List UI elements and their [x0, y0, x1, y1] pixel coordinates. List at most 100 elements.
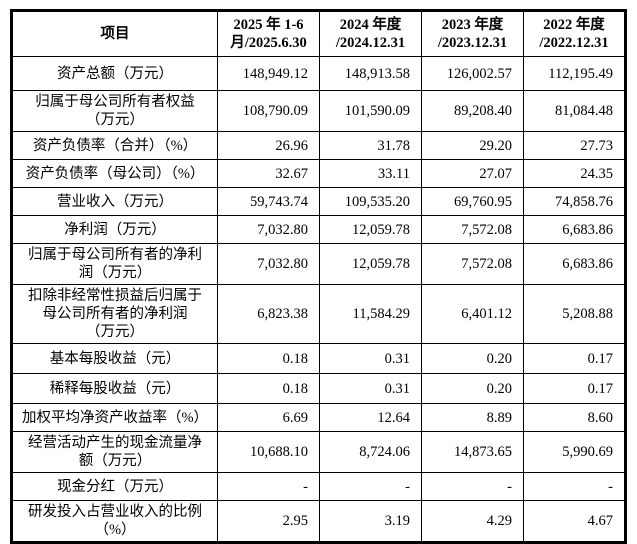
column-header-period: 2024 年度 /2024.12.31: [319, 10, 422, 57]
cell-value: 5,990.69: [523, 431, 626, 473]
cell-value: 109,535.20: [319, 187, 422, 216]
table-row: 现金分红（万元） - - - -: [11, 472, 626, 501]
cell-value: 8,724.06: [319, 431, 422, 473]
cell-value: 14,873.65: [421, 431, 524, 473]
cell-value: 81,084.48: [523, 90, 626, 132]
period-line2: /2024.12.31: [335, 35, 406, 51]
row-label: 经营活动产生的现金流量净 额（万元）: [11, 431, 218, 473]
row-label: 净利润（万元）: [11, 215, 218, 244]
cell-value: 0.18: [217, 343, 320, 374]
row-label: 归属于母公司所有者权益 （万元）: [11, 90, 218, 132]
row-label: 营业收入（万元）: [11, 187, 218, 216]
cell-value: 4.67: [523, 500, 626, 543]
cell-value: 6,683.86: [523, 243, 626, 285]
cell-value: 27.73: [523, 131, 626, 160]
table-row: 基本每股收益（元） 0.18 0.31 0.20 0.17: [11, 343, 626, 374]
table-row: 经营活动产生的现金流量净 额（万元） 10,688.10 8,724.06 14,87…: [11, 431, 626, 473]
cell-value: 2.95: [217, 500, 320, 543]
cell-value: 4.29: [421, 500, 524, 543]
cell-value: 33.11: [319, 159, 422, 188]
table-row: 扣除非经常性损益后归属于 母公司所有者的净利润 （万元） 6,823.38 11,5…: [11, 284, 626, 344]
period-line2: 月/2025.6.30: [230, 35, 307, 51]
table-row: 归属于母公司所有者的净利 润（万元） 7,032.80 12,059.78 7,572…: [11, 243, 626, 285]
cell-value: 74,858.76: [523, 187, 626, 216]
period-line1: 2025 年 1-6: [233, 17, 304, 33]
cell-value: 7,572.08: [421, 243, 524, 285]
cell-value: 148,949.12: [217, 56, 320, 91]
cell-value: 5,208.88: [523, 284, 626, 344]
cell-value: 108,790.09: [217, 90, 320, 132]
cell-value: 0.31: [319, 373, 422, 404]
period-line1: 2024 年度: [339, 17, 402, 33]
cell-value: 0.31: [319, 343, 422, 374]
header-row: 项目 2025 年 1-6 月/2025.6.30 2024 年度 /2024.…: [11, 10, 626, 57]
row-label: 基本每股收益（元）: [11, 343, 218, 374]
cell-value: 8.89: [421, 403, 524, 432]
table-row: 加权平均净资产收益率（%） 6.69 12.64 8.89 8.60: [11, 403, 626, 432]
cell-value: 0.18: [217, 373, 320, 404]
cell-value: 29.20: [421, 131, 524, 160]
column-header-period: 2022 年度 /2022.12.31: [523, 10, 626, 57]
cell-value: -: [319, 472, 422, 501]
cell-value: 12,059.78: [319, 243, 422, 285]
period-line1: 2023 年度: [441, 17, 504, 33]
cell-value: 7,572.08: [421, 215, 524, 244]
cell-value: 6.69: [217, 403, 320, 432]
table-row: 资产负债率（合并）（%） 26.96 31.78 29.20 27.73: [11, 131, 626, 160]
cell-value: 126,002.57: [421, 56, 524, 91]
table-row: 研发投入占营业收入的比例 （%） 2.95 3.19 4.29 4.67: [11, 500, 626, 543]
table-row: 归属于母公司所有者权益 （万元） 108,790.09 101,590.09 89,2…: [11, 90, 626, 132]
cell-value: 0.20: [421, 343, 524, 374]
cell-value: 0.17: [523, 343, 626, 374]
row-label: 资产负债率（母公司）（%）: [11, 159, 218, 188]
row-label: 现金分红（万元）: [11, 472, 218, 501]
table-row: 稀释每股收益（元） 0.18 0.31 0.20 0.17: [11, 373, 626, 404]
table-row: 营业收入（万元） 59,743.74 109,535.20 69,760.95 74,8…: [11, 187, 626, 216]
column-header-item: 项目: [11, 10, 218, 57]
column-header-period: 2023 年度 /2023.12.31: [421, 10, 524, 57]
financial-summary-table: 项目 2025 年 1-6 月/2025.6.30 2024 年度 /2024.…: [10, 9, 627, 544]
cell-value: 12,059.78: [319, 215, 422, 244]
row-label: 资产负债率（合并）（%）: [11, 131, 218, 160]
cell-value: 11,584.29: [319, 284, 422, 344]
cell-value: -: [523, 472, 626, 501]
cell-value: 26.96: [217, 131, 320, 160]
cell-value: 31.78: [319, 131, 422, 160]
row-label: 加权平均净资产收益率（%）: [11, 403, 218, 432]
cell-value: 148,913.58: [319, 56, 422, 91]
cell-value: 8.60: [523, 403, 626, 432]
cell-value: 3.19: [319, 500, 422, 543]
cell-value: 0.20: [421, 373, 524, 404]
row-label: 归属于母公司所有者的净利 润（万元）: [11, 243, 218, 285]
cell-value: 12.64: [319, 403, 422, 432]
row-label: 稀释每股收益（元）: [11, 373, 218, 404]
cell-value: 6,823.38: [217, 284, 320, 344]
cell-value: 89,208.40: [421, 90, 524, 132]
cell-value: 10,688.10: [217, 431, 320, 473]
row-label: 资产总额（万元）: [11, 56, 218, 91]
cell-value: 112,195.49: [523, 56, 626, 91]
cell-value: 7,032.80: [217, 243, 320, 285]
column-header-period: 2025 年 1-6 月/2025.6.30: [217, 10, 320, 57]
cell-value: 69,760.95: [421, 187, 524, 216]
cell-value: 7,032.80: [217, 215, 320, 244]
table-row: 资产总额（万元） 148,949.12 148,913.58 126,002.57 11…: [11, 56, 626, 91]
row-label: 扣除非经常性损益后归属于 母公司所有者的净利润 （万元）: [11, 284, 218, 344]
cell-value: -: [421, 472, 524, 501]
table-row: 净利润（万元） 7,032.80 12,059.78 7,572.08 6,683.86: [11, 215, 626, 244]
cell-value: 6,401.12: [421, 284, 524, 344]
cell-value: 59,743.74: [217, 187, 320, 216]
cell-value: 32.67: [217, 159, 320, 188]
row-label: 研发投入占营业收入的比例 （%）: [11, 500, 218, 543]
financial-summary-section: 项目 2025 年 1-6 月/2025.6.30 2024 年度 /2024.…: [10, 9, 627, 544]
cell-value: 27.07: [421, 159, 524, 188]
period-line2: /2023.12.31: [437, 35, 508, 51]
cell-value: 101,590.09: [319, 90, 422, 132]
period-line1: 2022 年度: [543, 17, 605, 33]
cell-value: -: [217, 472, 320, 501]
cell-value: 24.35: [523, 159, 626, 188]
table-row: 资产负债率（母公司）（%） 32.67 33.11 27.07 24.35: [11, 159, 626, 188]
cell-value: 0.17: [523, 373, 626, 404]
cell-value: 6,683.86: [523, 215, 626, 244]
period-line2: /2022.12.31: [539, 35, 609, 51]
